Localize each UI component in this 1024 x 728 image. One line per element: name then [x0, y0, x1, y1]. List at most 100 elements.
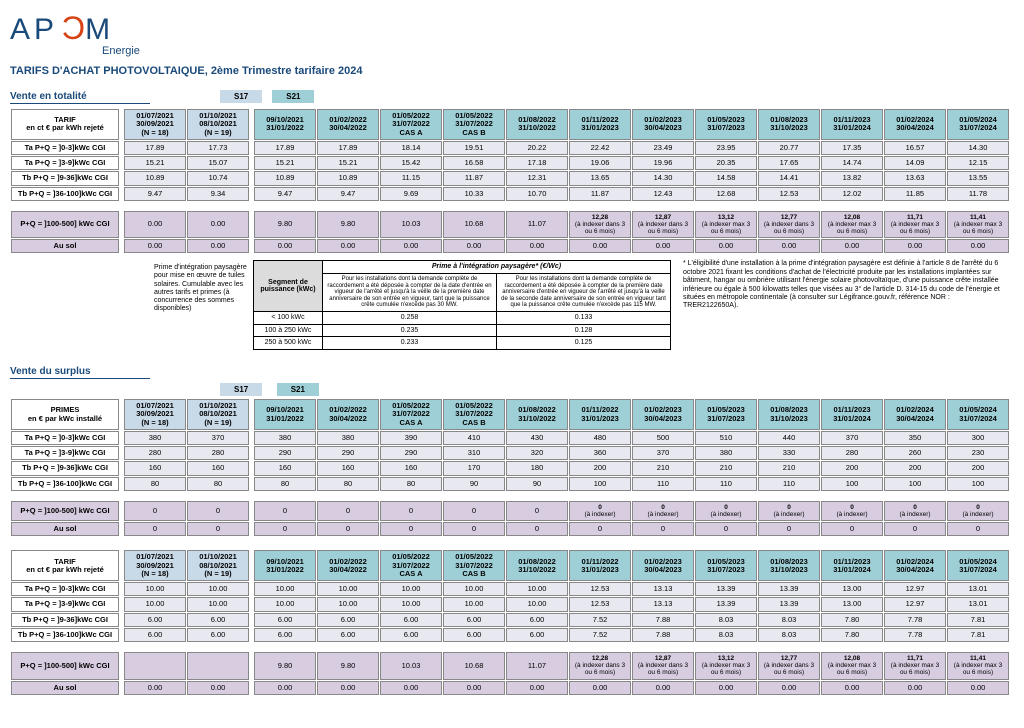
prime-desc: Prime d'intégration paysagère pour mise … — [150, 260, 253, 316]
data-cell: 370 — [821, 431, 883, 445]
data-cell: 0.00 — [443, 239, 505, 253]
col-header: 01/07/202130/09/2021(N = 18) — [124, 109, 186, 140]
data-cell: 13.00 — [821, 582, 883, 596]
data-cell: 20.22 — [506, 141, 568, 155]
data-cell: 15.21 — [124, 156, 186, 170]
col-header: 01/05/202331/07/2023 — [695, 399, 757, 430]
data-cell: 18.14 — [380, 141, 442, 155]
data-cell: 12.53 — [758, 187, 820, 201]
data-cell: 7.81 — [947, 628, 1009, 642]
col-header: 01/02/202230/04/2022 — [317, 550, 379, 581]
data-cell: 10.00 — [380, 582, 442, 596]
data-cell: 8.03 — [758, 628, 820, 642]
data-cell: 16.58 — [443, 156, 505, 170]
data-cell: 10.00 — [380, 597, 442, 611]
data-cell: 0.00 — [443, 681, 505, 695]
data-cell: 12.43 — [632, 187, 694, 201]
data-cell: 160 — [317, 461, 379, 475]
data-cell: 100 — [947, 477, 1009, 491]
data-cell: 80 — [254, 477, 316, 491]
data-cell: 0.00 — [695, 681, 757, 695]
data-cell: 0(à indexer) — [695, 501, 757, 521]
data-cell: 10.00 — [254, 597, 316, 611]
row-label: Ta P+Q = ]3-9]kWc CGI — [11, 156, 119, 170]
col-header: 01/08/202331/10/2023 — [758, 109, 820, 140]
col-header: 01/05/202431/07/2024 — [947, 399, 1009, 430]
data-cell: 0 — [124, 501, 186, 521]
data-cell: 10.03 — [380, 211, 442, 238]
data-cell: 6.00 — [317, 628, 379, 642]
data-cell: 11.85 — [884, 187, 946, 201]
data-cell: 0 — [187, 522, 249, 536]
data-cell: 12,28(à indexer dans 3 ou 6 mois) — [569, 652, 631, 679]
data-cell: 210 — [695, 461, 757, 475]
data-cell: 10.00 — [254, 582, 316, 596]
data-cell: 14.58 — [695, 171, 757, 185]
data-cell: 10.00 — [443, 597, 505, 611]
data-cell: 6.00 — [187, 613, 249, 627]
prime-title: Prime à l'intégration paysagère* (€/Wc) — [323, 261, 671, 274]
prime-footnote: * L'éligibilité d'une installation à la … — [671, 260, 1003, 310]
data-cell: 13.01 — [947, 597, 1009, 611]
logo: APCM — [10, 10, 1024, 47]
col-header: 01/10/202108/10/2021(N = 19) — [187, 399, 249, 430]
data-cell: 80 — [317, 477, 379, 491]
row-label: Tb P+Q = ]36-100]kWc CGI — [11, 187, 119, 201]
data-cell: 0.00 — [758, 681, 820, 695]
row-header-label: TARIFen ct € par kWh rejeté — [11, 550, 119, 581]
data-cell: 11.87 — [569, 187, 631, 201]
data-cell: 11.07 — [506, 652, 568, 679]
data-cell: 160 — [380, 461, 442, 475]
data-cell: 0.00 — [380, 681, 442, 695]
data-cell: 12,87(à indexer dans 3 ou 6 mois) — [632, 211, 694, 238]
data-cell: 8.03 — [695, 628, 757, 642]
col-header: 01/02/202430/04/2024 — [884, 550, 946, 581]
row-label: Tb P+Q = ]9-36]kWc CGI — [11, 613, 119, 627]
data-cell: 12.53 — [569, 582, 631, 596]
data-cell: 0(à indexer) — [821, 501, 883, 521]
col-header: 01/08/202231/10/2022 — [506, 550, 568, 581]
data-cell: 7.88 — [632, 613, 694, 627]
data-cell: 380 — [317, 431, 379, 445]
data-cell: 15.07 — [187, 156, 249, 170]
data-cell: 8.03 — [695, 613, 757, 627]
data-cell: 9.80 — [317, 652, 379, 679]
data-cell: 200 — [884, 461, 946, 475]
data-cell: 290 — [380, 446, 442, 460]
data-cell: 13.01 — [947, 582, 1009, 596]
row-label: Ta P+Q = ]0-3]kWc CGI — [11, 431, 119, 445]
data-cell: 10.00 — [317, 597, 379, 611]
data-cell: 0.00 — [569, 239, 631, 253]
data-cell: 290 — [317, 446, 379, 460]
data-cell: 0.00 — [187, 211, 249, 238]
data-cell: 7.78 — [884, 628, 946, 642]
col-header: 01/08/202231/10/2022 — [506, 399, 568, 430]
row-label: P+Q = ]100-500] kWc CGI — [11, 211, 119, 238]
data-cell: 12.97 — [884, 597, 946, 611]
col-header: 01/05/202431/07/2024 — [947, 109, 1009, 140]
data-cell: 0 — [317, 501, 379, 521]
data-cell: 8.03 — [758, 613, 820, 627]
data-cell: 13.39 — [758, 597, 820, 611]
data-cell: 13.13 — [632, 582, 694, 596]
data-cell: 320 — [506, 446, 568, 460]
row-label: Tb P+Q = ]9-36]kWc CGI — [11, 461, 119, 475]
data-cell: 280 — [187, 446, 249, 460]
col-header: 01/08/202331/10/2023 — [758, 399, 820, 430]
data-cell: 0.00 — [632, 681, 694, 695]
data-cell: 12,77(à indexer dans 3 ou 6 mois) — [758, 211, 820, 238]
data-cell: 6.00 — [254, 613, 316, 627]
data-cell: 11.07 — [506, 211, 568, 238]
data-cell: 170 — [443, 461, 505, 475]
data-cell: 0.00 — [254, 239, 316, 253]
data-cell: 200 — [821, 461, 883, 475]
col-header: 01/05/202231/07/2022CAS B — [443, 399, 505, 430]
data-cell: 0.00 — [758, 239, 820, 253]
data-cell: 7.81 — [947, 613, 1009, 627]
col-header: 01/05/202331/07/2023 — [695, 109, 757, 140]
data-cell: 19.06 — [569, 156, 631, 170]
data-cell: 11.15 — [380, 171, 442, 185]
data-cell: 17.89 — [317, 141, 379, 155]
data-cell: 0 — [758, 522, 820, 536]
data-cell: 10.00 — [187, 597, 249, 611]
